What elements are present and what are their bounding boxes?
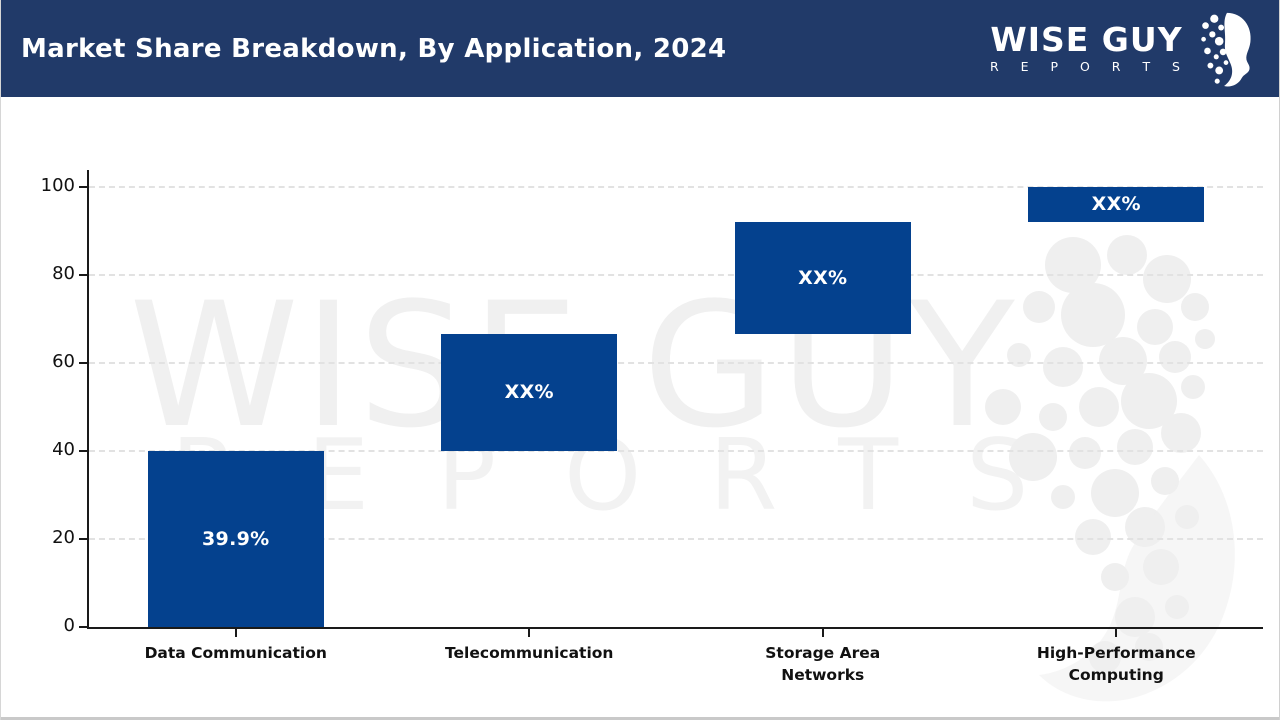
bar-data-communication: 39.9%: [147, 451, 324, 627]
y-axis-tick-label: 20: [52, 526, 75, 548]
gridline-y100: [89, 185, 1263, 188]
y-axis-tick-label: 60: [52, 350, 75, 372]
watermark-face-icon: [985, 235, 1235, 702]
bar-telecommunication: XX%: [441, 333, 618, 452]
y-axis-tick-mark: [79, 537, 88, 540]
y-axis-tick-mark: [79, 449, 88, 452]
category-label-data-communication: Data Communication: [144, 644, 327, 662]
brand-logo-text: WISE GUY R E P O R T S: [984, 23, 1189, 74]
y-axis-tick-label: 80: [52, 262, 75, 284]
y-axis-tick-label: 0: [63, 615, 75, 636]
y-axis-tick-mark: [79, 273, 88, 276]
gridline-y80: [89, 273, 1263, 276]
gridline-y20: [89, 537, 1263, 540]
bar-value-label: XX%: [1091, 193, 1141, 216]
category-label-storage-area-networks: Storage Area Networks: [765, 644, 881, 684]
y-axis-tick-mark: [79, 361, 88, 364]
category-label-telecommunication: Telecommunication: [445, 644, 614, 662]
logo-face-icon: [1201, 12, 1251, 87]
x-axis-line: [87, 627, 1263, 629]
y-axis-tick-mark: [79, 185, 88, 188]
logo-wordmark: WISE GUY: [990, 20, 1183, 60]
bar-storage-area-networks: XX%: [734, 222, 911, 334]
y-axis-tick-label: 40: [52, 438, 75, 460]
x-axis-tick-mark: [234, 629, 237, 637]
page-border-bottom: [1, 717, 1279, 720]
y-axis-tick-mark: [79, 626, 88, 628]
bar-value-label: 39.9%: [202, 528, 270, 551]
chart-area: WISE GUY REPORTS: [1, 97, 1279, 718]
x-axis-tick-mark: [528, 629, 531, 637]
bar-value-label: XX%: [504, 381, 554, 404]
gridline-y60: [89, 361, 1263, 364]
category-label-high-performance-computing: High-Performance Computing: [1036, 644, 1196, 684]
logo-subtext: R E P O R T S: [989, 59, 1189, 75]
bar-value-label: XX%: [798, 266, 848, 289]
y-axis-tick-label: 100: [40, 174, 75, 196]
gridline-y40: [89, 449, 1263, 452]
x-axis-tick-mark: [821, 629, 824, 637]
header: Market Share Breakdown, By Application, …: [1, 0, 1279, 97]
page-title: Market Share Breakdown, By Application, …: [21, 33, 727, 64]
bar-high-performance-computing: XX%: [1028, 186, 1205, 223]
y-axis-line: [87, 170, 89, 629]
brand-logo: WISE GUY R E P O R T S: [984, 10, 1257, 88]
x-axis-tick-mark: [1115, 629, 1118, 637]
